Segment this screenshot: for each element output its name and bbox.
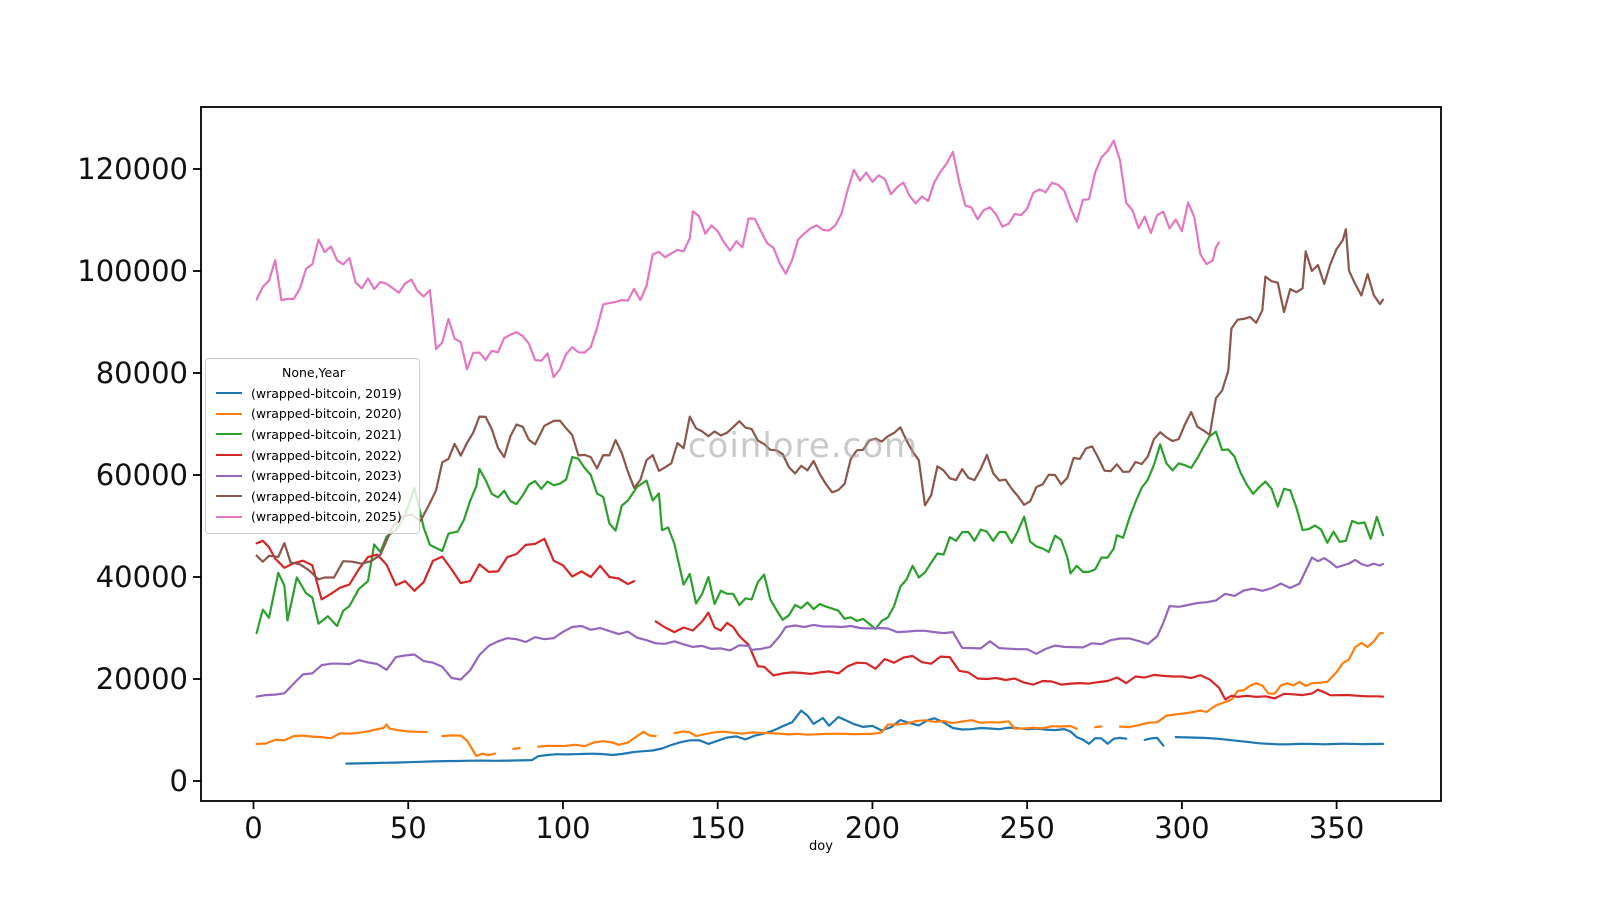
legend-entry-label: (wrapped-bitcoin, 2019) [251, 385, 402, 401]
legend-entry: (wrapped-bitcoin, 2024) [216, 486, 411, 507]
x-axis-tick-label: 50 [390, 811, 427, 845]
legend-line-swatch [216, 433, 242, 436]
legend-entry-label: (wrapped-bitcoin, 2022) [251, 447, 402, 463]
legend-entry: (wrapped-bitcoin, 2020) [216, 404, 411, 425]
legend-entry-label: (wrapped-bitcoin, 2021) [251, 426, 402, 442]
legend-entry: (wrapped-bitcoin, 2022) [216, 445, 411, 466]
legend-entry-label: (wrapped-bitcoin, 2025) [251, 509, 402, 525]
y-axis-tick-label: 80000 [96, 356, 188, 390]
series-line-2022 [255, 537, 1385, 701]
plot-border [200, 106, 1442, 802]
series-line-2025 [255, 139, 1221, 379]
legend-entry: (wrapped-bitcoin, 2025) [216, 507, 411, 528]
x-axis-tick-label: 200 [845, 811, 900, 845]
series-line-2020 [255, 632, 1385, 758]
legend-line-swatch [216, 392, 242, 395]
y-axis-tick-label: 100000 [77, 254, 188, 288]
y-axis-tick-label: 0 [170, 764, 188, 798]
x-axis-tick-label: 350 [1309, 811, 1364, 845]
legend-entries: (wrapped-bitcoin, 2019) (wrapped-bitcoin,… [216, 383, 411, 527]
legend-entry: (wrapped-bitcoin, 2023) [216, 465, 411, 486]
legend-line-swatch [216, 515, 242, 518]
legend-line-swatch [216, 454, 242, 457]
legend-entry-label: (wrapped-bitcoin, 2020) [251, 406, 402, 422]
series-line-2024 [255, 228, 1385, 581]
y-axis-tick-label: 20000 [96, 662, 188, 696]
legend-entry: (wrapped-bitcoin, 2021) [216, 424, 411, 445]
legend-line-swatch [216, 474, 242, 477]
y-axis-tick-label: 120000 [77, 152, 188, 186]
legend-line-swatch [216, 495, 242, 498]
legend-title: None,Year [281, 365, 346, 380]
legend: None,Year (wrapped-bitcoin, 2019) (wrappe… [205, 358, 420, 535]
series-line-2019 [345, 709, 1385, 765]
legend-entry-label: (wrapped-bitcoin, 2023) [251, 468, 402, 484]
x-axis-tick-label: 250 [999, 811, 1054, 845]
y-axis-tick-label: 40000 [96, 560, 188, 594]
x-axis-tick-label: 100 [535, 811, 590, 845]
legend-entry: (wrapped-bitcoin, 2019) [216, 383, 411, 404]
x-axis-label: doy [809, 839, 833, 854]
legend-entry-label: (wrapped-bitcoin, 2024) [251, 488, 402, 504]
x-axis-tick-label: 150 [690, 811, 745, 845]
x-axis-tick-label: 300 [1154, 811, 1209, 845]
y-axis-tick-label: 60000 [96, 458, 188, 492]
legend-line-swatch [216, 412, 242, 415]
series-line-2021 [255, 430, 1385, 635]
x-axis-tick-label: 0 [244, 811, 262, 845]
series-line-2023 [255, 556, 1385, 698]
